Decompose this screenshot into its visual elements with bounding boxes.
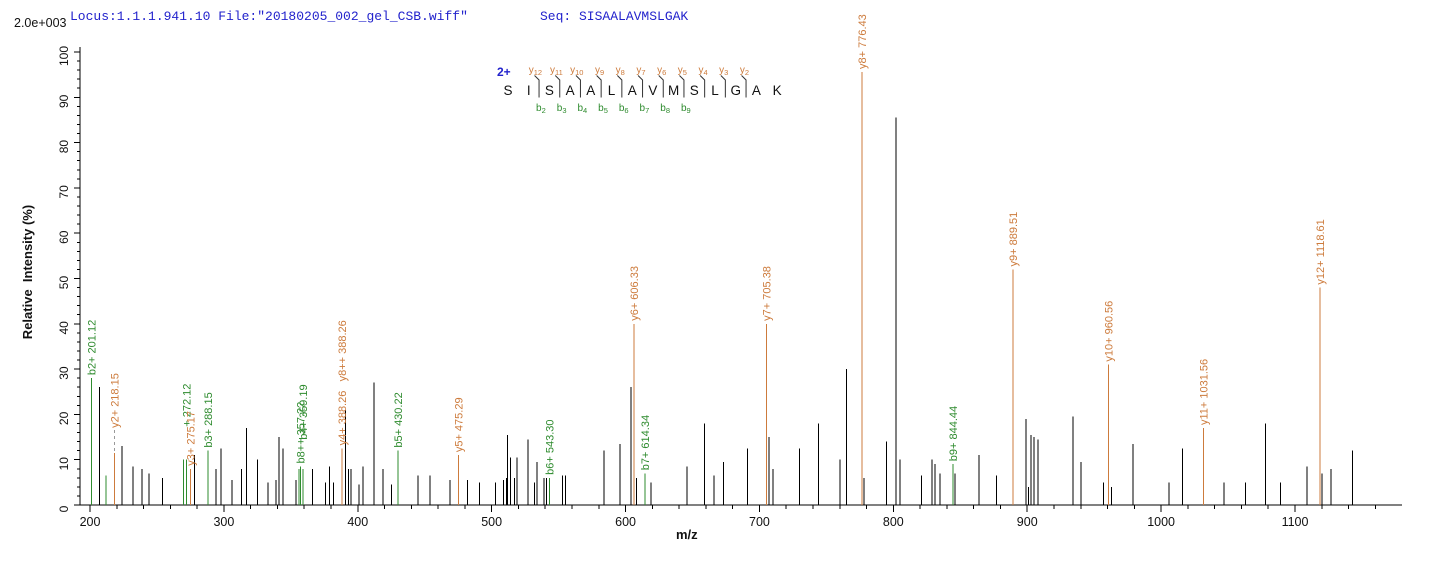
b-ion-marker-label: b3 [557,103,567,115]
peak-label: b4+ 359.19 [298,384,310,439]
y-tick-label: 20 [57,411,71,425]
peak-label: y11+ 1031.56 [1198,359,1210,425]
b-ion-marker-label: b5 [598,103,608,115]
y-tick-label: 50 [57,276,71,290]
y-ion-marker-label: y2 [740,65,749,77]
y-ion-marker-label: y7 [636,65,645,77]
peak-label: y12+ 1118.61 [1315,219,1327,284]
peak-label: + 272.12 [182,384,194,427]
peak-label: y5+ 475.29 [454,397,466,452]
x-tick-label: 700 [749,515,770,529]
residue-letter: K [773,83,782,98]
peak-label: b7+ 614.34 [640,415,652,470]
peak-label: y7+ 705.38 [762,266,774,321]
y-ion-marker-label: y6 [657,65,666,77]
y-tick-label: 90 [57,94,71,108]
header-sequence: Seq: SISAALAVMSLGAK [540,9,689,24]
x-tick-label: 200 [80,515,101,529]
residue-letter: A [628,83,637,98]
peak-label: y8++ 388.26 [337,320,349,381]
fragment-divider [658,75,664,98]
y-tick-label: 60 [57,230,71,244]
fragment-divider [679,75,685,98]
peak-label: b8++ 357.22 [296,402,308,464]
x-tick-label: 1100 [1282,515,1309,529]
residue-letter: S [545,83,554,98]
peak-label: y4+ 388.26 [337,391,349,446]
peak-label: b2+ 201.12 [86,320,98,375]
peak-label: b5+ 430.22 [393,392,405,447]
residue-letter: A [752,83,761,98]
y-tick-label: 0 [57,505,71,512]
peak-label: b9+ 844.44 [948,406,960,461]
residue-letter: A [586,83,595,98]
x-tick-label: 800 [883,515,904,529]
peak-label: b3+ 288.15 [203,392,215,447]
header-locus-file: Locus:1.1.1.941.10 File:"20180205_002_ge… [70,9,468,24]
b-ion-marker-label: b4 [577,103,587,115]
peak-label: y2+ 218.15 [109,373,121,428]
y-ion-marker-label: y11 [550,65,563,77]
fragment-divider [699,75,706,98]
residue-letter: I [527,83,531,98]
residue-letter: L [711,83,719,98]
y-ion-marker-label: y9 [595,65,604,77]
y-ion-marker-label: y3 [719,65,728,77]
fragment-divider [575,75,581,98]
b-ion-marker-label: b2 [536,103,546,115]
residue-letter: M [668,83,679,98]
residue-letter: L [608,83,616,98]
x-tick-label: 300 [213,515,234,529]
x-tick-label: 400 [347,515,368,529]
fragment-divider [720,75,726,98]
residue-letter: S [690,83,699,98]
peak-label: y9+ 889.51 [1008,212,1020,267]
b-ion-marker-label: b8 [660,103,670,115]
y-ion-marker-label: y5 [678,65,687,77]
y-tick-label: 80 [57,140,71,154]
intensity-reference-label: 2.0e+003 [14,16,67,30]
b-ion-marker-label: b7 [640,103,650,115]
x-tick-label: 900 [1017,515,1038,529]
peak-label: y10+ 960.56 [1103,301,1115,362]
x-tick-label: 500 [481,515,502,529]
x-tick-label: 1000 [1147,515,1175,529]
y-ion-marker-label: y4 [698,65,707,77]
precursor-charge-label: 2+ [497,65,511,79]
b-ion-marker-label: b6 [619,103,629,115]
fragment-divider [554,75,561,98]
y-ion-marker-label: y8 [616,65,625,77]
x-axis-title: m/z [676,527,698,542]
residue-letter: G [730,83,741,98]
y-tick-label: 40 [57,321,71,335]
y-tick-label: 30 [57,366,71,380]
peak-label: y8+ 776.43 [857,14,869,69]
fragment-divider [596,75,602,98]
y-ion-marker-label: y12 [529,65,542,77]
residue-letter: A [566,83,575,98]
y-tick-label: 10 [57,457,71,471]
peak-label: b6+ 543.30 [545,419,557,474]
fragment-divider [534,75,540,98]
peak-label: y3+ 275.17 [186,411,198,466]
residue-letter: V [648,83,657,98]
fragment-divider [741,75,747,98]
y-ion-marker-label: y10 [570,65,583,77]
b-ion-marker-label: b9 [681,103,691,115]
peak-label: y6+ 606.33 [629,266,641,321]
residue-letter: S [503,83,512,98]
fragment-divider [637,75,644,98]
y-tick-label: 100 [57,46,71,66]
y-tick-label: 70 [57,185,71,199]
x-tick-label: 600 [615,515,636,529]
fragment-divider [616,75,623,98]
